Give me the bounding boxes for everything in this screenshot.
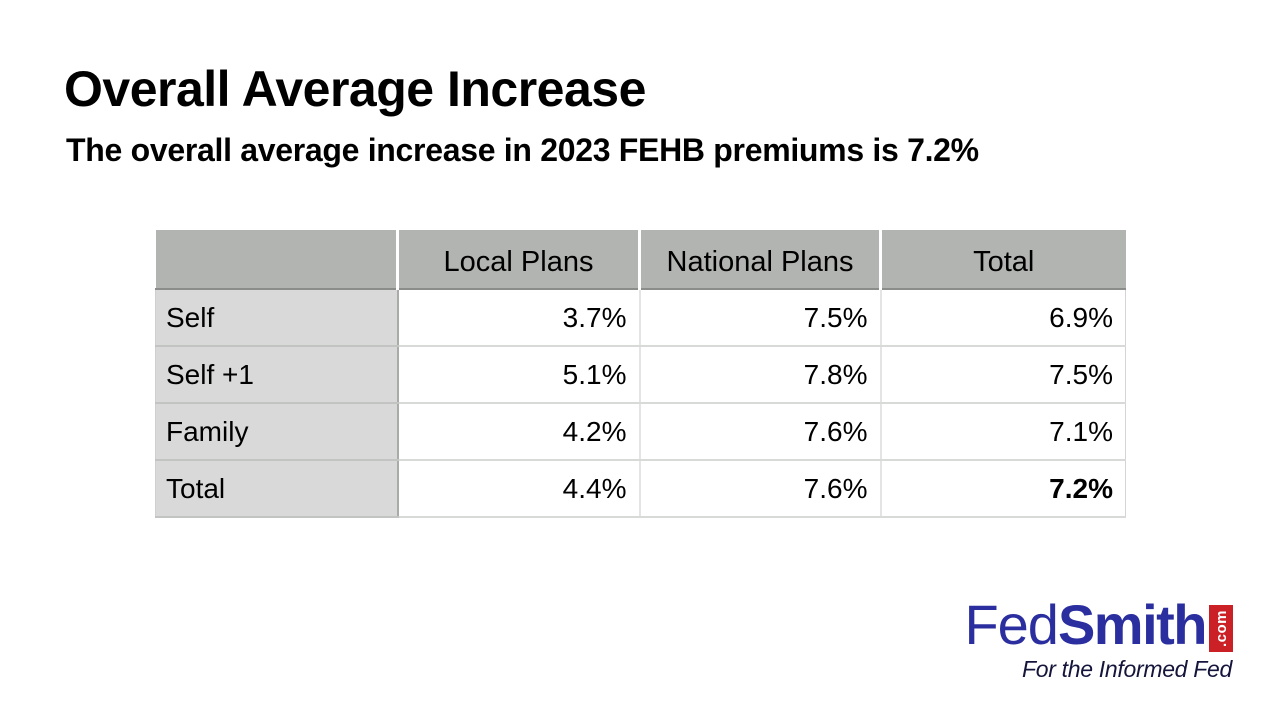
value-cell: 7.5% (638, 289, 881, 347)
row-label: Total (155, 460, 399, 518)
table-row: Family 4.2% 7.6% 7.1% (155, 403, 1126, 461)
corner-header (155, 230, 398, 290)
logo-smith-text: Smith (1057, 593, 1208, 656)
table-row: Self 3.7% 7.5% 6.9% (155, 289, 1126, 347)
column-header: Local Plans (396, 230, 640, 290)
value-cell: 7.2% (879, 460, 1126, 518)
table-row: Self +1 5.1% 7.8% 7.5% (155, 346, 1126, 404)
value-cell: 7.6% (638, 460, 881, 518)
fedsmith-logo: Fed Smith .com For the Informed Fed (964, 597, 1233, 683)
row-label: Self +1 (155, 346, 399, 404)
logo-tagline: For the Informed Fed (1021, 656, 1232, 682)
column-header: Total (879, 230, 1126, 290)
column-header: National Plans (638, 230, 881, 290)
value-cell: 5.1% (397, 346, 640, 404)
row-label: Self (155, 289, 399, 347)
row-label: Family (155, 403, 399, 461)
logo-fed-text: Fed (964, 593, 1058, 656)
value-cell: 7.5% (879, 346, 1126, 404)
premiums-table: Local Plans National Plans Total Self 3.7% 7… (155, 230, 1126, 518)
logo-dotcom-text: .com (1212, 609, 1230, 647)
table-body: Self 3.7% 7.5% 6.9% Self +1 5.1% 7.8% 7.5% Famil… (155, 289, 1126, 518)
table-header-row: Local Plans National Plans Total (155, 230, 1126, 290)
value-cell: 4.4% (397, 460, 640, 518)
value-cell: 6.9% (879, 289, 1126, 347)
page-subtitle: The overall average increase in 2023 FEH… (66, 132, 979, 168)
value-cell: 3.7% (397, 289, 640, 347)
value-cell: 7.6% (638, 403, 881, 461)
value-cell: 7.8% (638, 346, 881, 404)
value-cell: 4.2% (397, 403, 640, 461)
table-row: Total 4.4% 7.6% 7.2% (155, 460, 1126, 518)
value-cell: 7.1% (879, 403, 1126, 461)
page-title: Overall Average Increase (64, 61, 646, 117)
logo-brand: Fed Smith .com (964, 597, 1233, 653)
logo-dotcom-badge: .com (1209, 605, 1233, 652)
